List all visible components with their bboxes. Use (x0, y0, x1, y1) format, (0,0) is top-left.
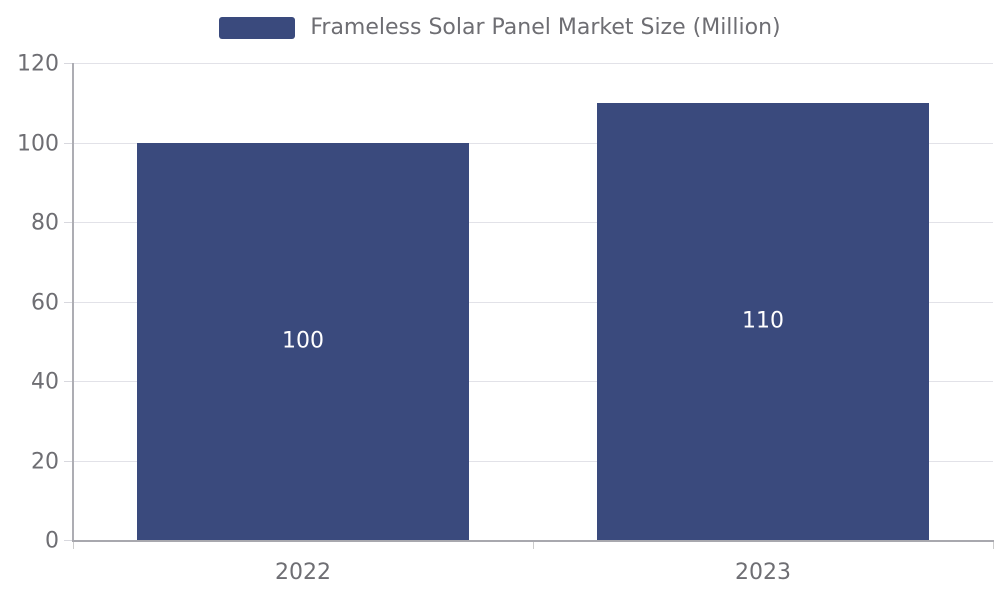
gridline-y-80 (73, 222, 993, 223)
y-axis-tick (64, 381, 73, 382)
y-axis-line (72, 63, 74, 540)
y-axis-tick-label: 120 (17, 51, 59, 77)
x-axis-line (72, 540, 994, 542)
bar-2022[interactable] (137, 142, 469, 540)
x-axis-tick-label: 2022 (275, 560, 331, 585)
y-axis-tick (64, 460, 73, 462)
y-axis-tick (64, 222, 73, 223)
bar-value-label: 110 (742, 308, 784, 334)
y-axis-tick-label: 40 (31, 369, 59, 395)
gridline-y-60 (73, 301, 993, 303)
gridline-y-100 (73, 142, 993, 144)
chart-legend[interactable]: Frameless Solar Panel Market Size (Milli… (0, 14, 1000, 42)
gridline-y-20 (73, 460, 993, 462)
x-axis-tick-label: 2023 (735, 560, 791, 585)
gridline-y-120 (73, 63, 993, 64)
x-axis-tick (73, 540, 74, 549)
bar-2023[interactable] (597, 102, 929, 540)
y-axis-tick (64, 142, 73, 144)
y-axis-tick-label: 20 (31, 449, 59, 474)
legend-label: Frameless Solar Panel Market Size (Milli… (310, 15, 781, 40)
y-axis-tick (64, 63, 73, 64)
gridline-y-40 (73, 381, 993, 382)
x-axis-tick (993, 540, 994, 549)
y-axis-tick-label: 100 (17, 131, 59, 156)
legend-swatch (219, 17, 296, 39)
y-axis-tick-label: 80 (31, 210, 59, 236)
y-axis-tick-label: 0 (45, 528, 59, 554)
x-axis-tick (533, 540, 534, 549)
y-axis-tick-label: 60 (31, 290, 59, 315)
y-axis-tick (64, 540, 73, 541)
bar-value-label: 100 (282, 328, 324, 354)
y-axis-tick (64, 301, 73, 303)
